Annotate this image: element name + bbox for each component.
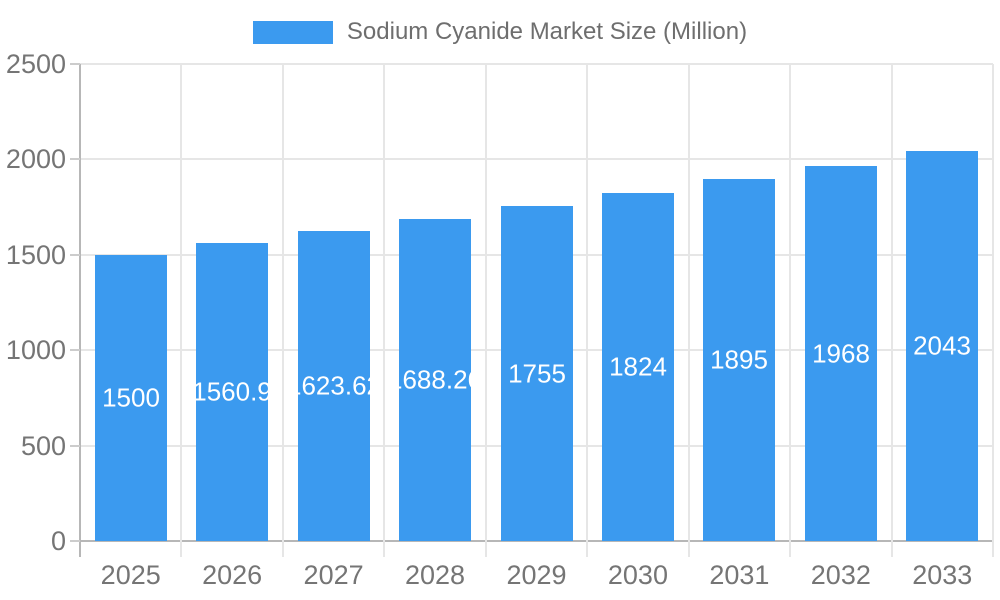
y-axis-label: 0 [50, 526, 66, 556]
bar-value-label: 1500 [102, 382, 160, 413]
v-gridline [789, 64, 792, 557]
y-tick [70, 158, 80, 161]
v-gridline [586, 64, 589, 557]
y-tick [70, 540, 80, 542]
v-gridline [992, 64, 994, 557]
y-axis-label: 1000 [5, 335, 66, 366]
bar-value-label: 1688.26 [399, 364, 471, 395]
x-axis-label: 2033 [912, 560, 973, 590]
x-axis-label: 2027 [303, 560, 364, 590]
v-gridline [383, 64, 386, 557]
v-gridline [890, 64, 893, 557]
v-gridline [687, 64, 690, 557]
legend-swatch-icon [252, 20, 333, 44]
bar-2027: 1623.62 [298, 231, 370, 541]
bar-value-label: 1755 [508, 358, 566, 388]
y-tick [70, 253, 80, 256]
x-axis-label: 2025 [100, 560, 161, 590]
bar-value-label: 1560.9 [196, 376, 268, 407]
y-axis-label: 2000 [5, 144, 66, 175]
x-axis-label: 2026 [202, 560, 263, 590]
bar-2031: 1895 [703, 179, 775, 541]
bar-2028: 1688.26 [399, 219, 471, 541]
y-axis-label: 1500 [5, 239, 66, 270]
legend[interactable]: Sodium Cyanide Market Size (Million) [0, 18, 1000, 46]
bar-value-label: 1968 [812, 338, 870, 368]
bar-2032: 1968 [805, 166, 877, 541]
x-axis-label: 2031 [709, 560, 770, 590]
bar-value-label: 2043 [913, 330, 971, 361]
x-axis-label: 2028 [405, 560, 466, 590]
v-gridline [79, 64, 81, 557]
bar-2030: 1824 [602, 193, 674, 541]
plot-area: 1500 1560.9 1623.62 1688.26 1755 1824 1895 1968… [79, 63, 994, 557]
bar-value-label: 1623.62 [298, 370, 370, 401]
y-tick [70, 349, 80, 352]
y-tick [70, 444, 80, 447]
y-axis-label: 2500 [5, 49, 66, 79]
h-gridline [80, 540, 993, 542]
h-gridline [80, 63, 993, 65]
v-gridline [484, 64, 487, 557]
bar-2033: 2043 [906, 151, 978, 541]
legend-label: Sodium Cyanide Market Size (Million) [346, 18, 748, 45]
v-gridline [281, 64, 284, 557]
bar-value-label: 1895 [710, 344, 768, 375]
bar-2029: 1755 [501, 206, 573, 541]
y-axis-label: 500 [20, 430, 66, 461]
bar-2026: 1560.9 [196, 243, 268, 541]
v-gridline [180, 64, 183, 557]
y-tick [70, 63, 80, 65]
x-axis-label: 2029 [506, 560, 567, 590]
x-axis-label: 2030 [607, 560, 668, 590]
x-axis-label: 2032 [810, 560, 871, 590]
bar-2025: 1500 [95, 255, 167, 541]
bar-value-label: 1824 [609, 351, 667, 382]
h-gridline [80, 158, 993, 161]
